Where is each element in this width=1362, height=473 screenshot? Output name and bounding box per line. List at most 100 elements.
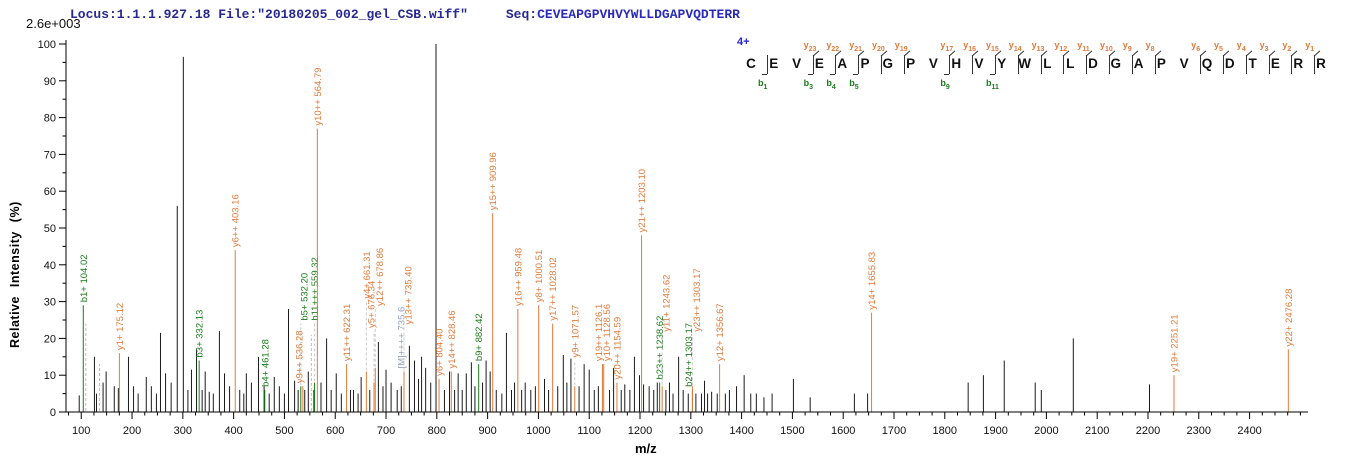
x-tick-label: 800	[428, 425, 446, 437]
residue-letter: G	[882, 56, 894, 71]
y-ion-label: y16	[963, 40, 976, 53]
peak-label: y22+ 2476.28	[1284, 289, 1295, 347]
peak-label: y9+ 1071.57	[570, 305, 581, 358]
x-tick-label: 2200	[1136, 425, 1160, 437]
x-tick-label: 2000	[1034, 425, 1058, 437]
peak-label: b1+ 104.02	[79, 254, 90, 302]
b-ion-label: b3	[803, 78, 813, 91]
y-ion-label: y3	[1259, 40, 1269, 53]
y-ion-label: y17	[940, 40, 954, 53]
x-tick-label: 500	[275, 425, 293, 437]
y-tick-label: 90	[44, 76, 56, 88]
residue-letter: E	[814, 56, 824, 71]
peak-label: y11+ 1243.62	[662, 275, 673, 332]
y-ion-label: y13	[1031, 40, 1045, 53]
y-ion-label: y6	[1191, 40, 1201, 53]
residue-letter: W	[1018, 56, 1031, 71]
cleavage-bar	[1086, 55, 1088, 74]
cleavage-bar	[767, 55, 768, 74]
x-tick-label: 1600	[831, 425, 855, 437]
peak-label: y9++ 536.28	[294, 330, 305, 383]
y-tick-label: 100	[38, 39, 56, 51]
residue-letter: P	[1156, 56, 1166, 71]
residue-letter: E	[1270, 56, 1280, 71]
cleavage-bar	[1109, 55, 1110, 74]
peak-label: b3+ 332.13	[195, 310, 206, 358]
b-ion-label: b1	[758, 78, 768, 91]
cleavage-bar	[1131, 55, 1133, 74]
residue-letter: P	[906, 56, 916, 71]
y-tick-label: 0	[50, 407, 56, 419]
cleavage-bar	[858, 55, 860, 74]
x-axis-title: m/z	[635, 441, 657, 456]
cleavage-bar	[1245, 55, 1247, 74]
b-cleavage-mark	[990, 74, 995, 75]
peak-label: y5+ 676.34	[367, 281, 378, 328]
peak-label: y19++ 1126.1	[594, 304, 605, 361]
cleavage-bar	[949, 55, 951, 74]
b-ion-label: b5	[849, 78, 859, 91]
intensity-scale-label: 2.6e+003	[26, 16, 81, 31]
cleavage-bar	[881, 55, 882, 74]
x-tick-label: 1400	[729, 425, 753, 437]
residue-letter: V	[1179, 56, 1189, 71]
x-tick-label: 100	[72, 425, 90, 437]
seq-label: Seq:	[505, 7, 538, 22]
peak-label: y8+ 1000.51	[534, 250, 545, 303]
b-cleavage-mark	[807, 74, 813, 75]
y-tick-label: 30	[44, 297, 56, 309]
peak-label: y21++ 1203.10	[637, 169, 648, 232]
peak-label: y6++ 403.16	[231, 194, 242, 247]
y-ion-label: y10	[1100, 40, 1113, 53]
precursor-charge-label: 4+	[737, 36, 750, 48]
residue-letter: R	[1316, 56, 1326, 71]
peak-label: y13++ 735.40	[404, 266, 415, 324]
x-tick-label: 1700	[882, 425, 906, 437]
cleavage-bar	[812, 55, 814, 74]
b-cleavage-mark	[762, 74, 767, 75]
peak-label: y1+ 175.12	[115, 303, 126, 350]
cleavage-bar	[1154, 55, 1156, 74]
x-tick-label: 600	[326, 425, 344, 437]
peak-label: b24++ 1303.17	[684, 323, 695, 387]
y-ion-label: y15	[986, 40, 999, 53]
x-tick-label: 700	[377, 425, 395, 437]
cleavage-bar	[1291, 55, 1293, 74]
residue-letter: A	[837, 56, 848, 71]
peak-label: y4+ 661.31	[362, 251, 373, 298]
y-ion-label: y21	[849, 40, 862, 53]
x-tick-label: 1200	[628, 425, 652, 437]
y-ion-label: y8	[1145, 40, 1155, 53]
peak-label: y12++ 678.86	[375, 248, 386, 306]
cleavage-bar	[1314, 55, 1316, 74]
peak-label: y6+ 804.40	[435, 329, 446, 376]
y-ion-label: y2	[1282, 40, 1292, 53]
peak-label: y19+ 2251.21	[1170, 314, 1181, 372]
peak-label: y12+ 1356.67	[715, 303, 726, 361]
x-tick-label: 1500	[780, 425, 804, 437]
y-tick-label: 10	[44, 370, 56, 382]
peak-label: y14++ 828.46	[447, 310, 458, 368]
x-tick-label: 400	[224, 425, 242, 437]
x-tick-label: 1100	[577, 425, 601, 437]
residue-letter: D	[1224, 56, 1235, 71]
y-tick-label: 40	[44, 260, 56, 272]
x-tick-label: 300	[174, 425, 192, 437]
header-line: Locus:1.1.1.927.18 File:"20180205_002_ge…	[70, 7, 740, 22]
residue-letter: G	[1110, 56, 1122, 71]
peak-label: y23++ 1303.17	[692, 268, 703, 331]
residue-letter: Y	[997, 56, 1007, 71]
peak-label: y15++ 909.96	[488, 152, 499, 210]
cleavage-bar	[903, 55, 905, 74]
b-cleavage-mark	[853, 74, 859, 75]
y-ion-label: y5	[1214, 40, 1223, 53]
residue-letter: T	[1248, 56, 1257, 71]
y-ion-label: y9	[1122, 40, 1132, 53]
cleavage-bar	[835, 55, 837, 74]
peak-label: y17++ 1028.02	[548, 257, 559, 320]
cleavage-bar	[1223, 55, 1224, 74]
sequence-text: CEVEAPGPVHVYWLLDGAPVQDTERR	[537, 7, 740, 22]
cleavage-bar	[1040, 55, 1042, 74]
residue-letter: V	[792, 56, 802, 71]
